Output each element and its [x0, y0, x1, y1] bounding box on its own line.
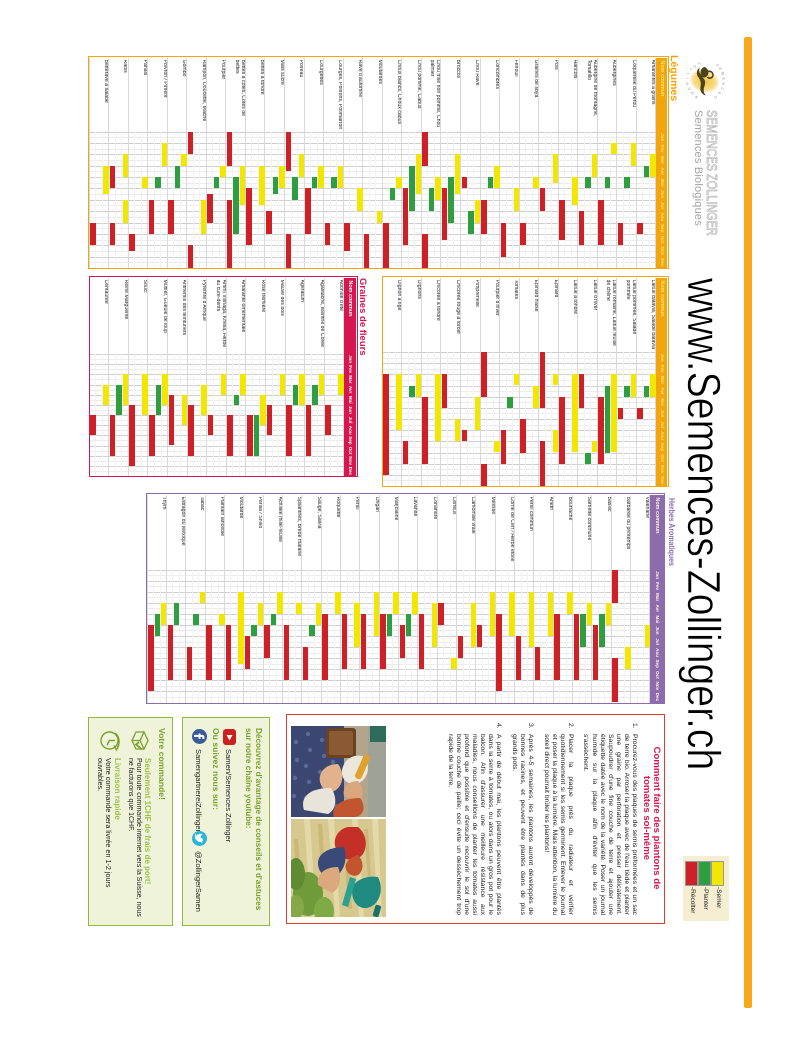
- svg-text:N: N: [685, 83, 689, 86]
- svg-text:S: S: [714, 96, 718, 99]
- svg-text:E: E: [721, 78, 725, 81]
- svg-text:R: R: [694, 96, 698, 99]
- svg-text:L: L: [689, 69, 693, 71]
- svg-text:I: I: [685, 78, 689, 79]
- svg-text:O: O: [693, 65, 697, 68]
- svg-text:G: G: [687, 88, 691, 91]
- svg-text:L: L: [686, 73, 690, 75]
- svg-text:E: E: [690, 92, 694, 95]
- svg-text:S: S: [715, 64, 719, 67]
- svg-text:E: E: [717, 92, 721, 95]
- svg-text:Z: Z: [697, 63, 701, 66]
- svg-text:M: M: [720, 72, 724, 75]
- svg-text:C: C: [720, 88, 724, 91]
- svg-text:E: E: [718, 68, 722, 71]
- svg-text:N: N: [721, 83, 725, 86]
